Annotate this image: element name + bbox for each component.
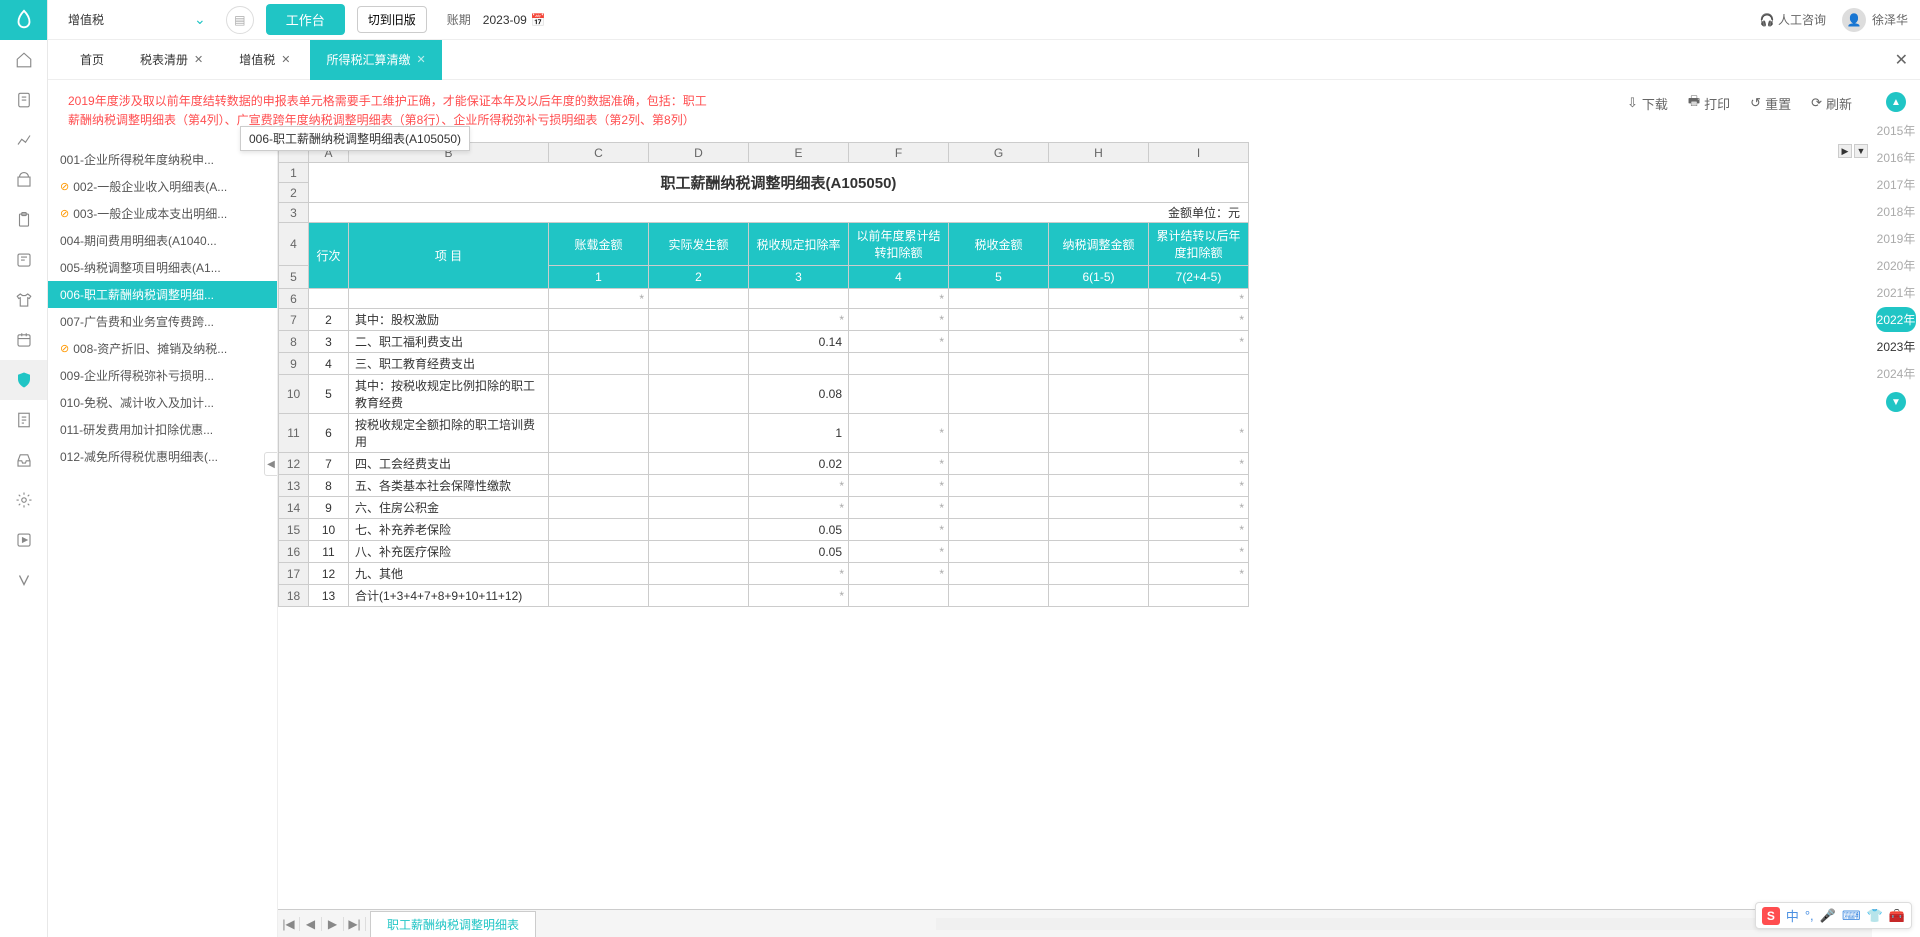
tab-close-icon[interactable]: ✕: [417, 53, 426, 66]
year-2020年[interactable]: 2020年: [1876, 253, 1916, 278]
nav-receipt-icon[interactable]: [0, 400, 47, 440]
nav-chart-icon[interactable]: [0, 120, 47, 160]
tree-item-8[interactable]: 009-企业所得税弥补亏损明...: [48, 362, 277, 389]
tax-type-label: 增值税: [68, 11, 104, 28]
tab-1[interactable]: 税表清册✕: [124, 40, 219, 80]
year-2023年[interactable]: 2023年: [1876, 334, 1916, 359]
ime-skin-icon[interactable]: 👕: [1867, 908, 1883, 924]
nav-doc-icon[interactable]: [0, 80, 47, 120]
chevron-down-icon: ⌄: [194, 11, 206, 28]
year-down-button[interactable]: ▼: [1886, 392, 1906, 412]
nav-clipboard-icon[interactable]: [0, 200, 47, 240]
sheet-menu-button[interactable]: ▼: [1854, 144, 1868, 158]
tree-item-3[interactable]: 004-期间费用明细表(A1040...: [48, 227, 277, 254]
year-up-button[interactable]: ▲: [1886, 92, 1906, 112]
nav-bag-icon[interactable]: [0, 160, 47, 200]
support-link[interactable]: 🎧 人工咨询: [1760, 11, 1826, 28]
ime-logo-icon: S: [1762, 907, 1780, 925]
year-2024年[interactable]: 2024年: [1876, 361, 1916, 386]
sheet-expand-button[interactable]: ▶: [1838, 144, 1852, 158]
year-sidebar: ▲ 2015年2016年2017年2018年2019年2020年2021年202…: [1872, 80, 1920, 937]
top-header: 增值税 ⌄ ▤ 工作台 切到旧版 账期 2023-09 📅 🎧 人工咨询 👤 徐…: [48, 0, 1920, 40]
sheet-tab[interactable]: 职工薪酬纳税调整明细表: [370, 911, 536, 937]
logo: [0, 0, 47, 40]
tab-0[interactable]: 首页: [64, 40, 120, 80]
period-picker[interactable]: 2023-09 📅: [483, 13, 546, 27]
tree-item-1[interactable]: 002-一般企业收入明细表(A...: [48, 173, 277, 200]
sheet-nav-last[interactable]: ▶|: [344, 917, 366, 931]
ime-punct-icon[interactable]: °,: [1805, 908, 1814, 923]
switch-old-button[interactable]: 切到旧版: [357, 6, 427, 33]
calendar-icon: 📅: [531, 13, 546, 27]
nav-book-icon[interactable]: [0, 240, 47, 280]
tree-item-10[interactable]: 011-研发费用加计扣除优惠...: [48, 416, 277, 443]
sheet-nav: |◀ ◀ ▶ ▶|: [278, 917, 366, 931]
tab-2[interactable]: 增值税✕: [223, 40, 306, 80]
sheet-hscroll[interactable]: [936, 918, 1872, 930]
year-2019年[interactable]: 2019年: [1876, 226, 1916, 251]
ime-mic-icon[interactable]: 🎤: [1820, 908, 1836, 924]
year-2015年[interactable]: 2015年: [1876, 118, 1916, 143]
ime-lang[interactable]: 中: [1786, 906, 1799, 925]
period-value: 2023-09: [483, 13, 527, 27]
nav-inbox-icon[interactable]: [0, 440, 47, 480]
tree-item-6[interactable]: 007-广告费和业务宣传费跨...: [48, 308, 277, 335]
warning-text: 2019年度涉及取以前年度结转数据的申报表单元格需要手工维护正确，才能保证本年及…: [68, 92, 708, 130]
sheet-nav-prev[interactable]: ◀: [300, 917, 322, 931]
tree-item-7[interactable]: 008-资产折旧、摊销及纳税...: [48, 335, 277, 362]
nav-home-icon[interactable]: [0, 40, 47, 80]
refresh-button[interactable]: ⟳ 刷新: [1811, 94, 1852, 113]
user-menu[interactable]: 👤 徐泽华: [1842, 8, 1908, 32]
tax-type-dropdown[interactable]: 增值税 ⌄: [60, 7, 214, 32]
year-2022年[interactable]: 2022年: [1876, 307, 1916, 332]
nav-v-icon[interactable]: [0, 560, 47, 600]
tabs: 首页税表清册✕增值税✕所得税汇算清缴✕✕: [48, 40, 1920, 80]
user-name: 徐泽华: [1872, 11, 1908, 28]
tab-close-icon[interactable]: ✕: [281, 53, 290, 66]
ime-keyboard-icon[interactable]: ⌨: [1842, 908, 1861, 924]
nav-shirt-icon[interactable]: [0, 280, 47, 320]
avatar-icon: 👤: [1842, 8, 1866, 32]
spreadsheet[interactable]: ABCDEFGHI1职工薪酬纳税调整明细表(A105050)23金额单位：元4行…: [278, 142, 1249, 607]
form-tree: 001-企业所得税年度纳税申...002-一般企业收入明细表(A...003-一…: [48, 142, 278, 937]
tab-close-icon[interactable]: ✕: [194, 53, 203, 66]
nav-calendar-icon[interactable]: [0, 320, 47, 360]
reset-button[interactable]: ↺ 重置: [1750, 94, 1791, 113]
tree-item-2[interactable]: 003-一般企业成本支出明细...: [48, 200, 277, 227]
nav-play-icon[interactable]: [0, 520, 47, 560]
circle-doc-button[interactable]: ▤: [226, 6, 254, 34]
tree-tooltip: 006-职工薪酬纳税调整明细表(A105050): [240, 142, 470, 151]
sheet-nav-next[interactable]: ▶: [322, 917, 344, 931]
tab-3[interactable]: 所得税汇算清缴✕: [310, 40, 441, 80]
nav-shield-icon[interactable]: [0, 360, 47, 400]
period-label: 账期: [447, 11, 471, 28]
tree-item-5[interactable]: 006-职工薪酬纳税调整明细...: [48, 281, 277, 308]
year-2021年[interactable]: 2021年: [1876, 280, 1916, 305]
ime-tool-icon[interactable]: 🧰: [1889, 908, 1905, 924]
print-button[interactable]: 🖶 打印: [1688, 92, 1730, 114]
year-2018年[interactable]: 2018年: [1876, 199, 1916, 224]
tree-collapse-button[interactable]: ◀: [264, 452, 278, 476]
tree-item-9[interactable]: 010-免税、减计收入及加计...: [48, 389, 277, 416]
nav-gear-icon[interactable]: [0, 480, 47, 520]
tree-item-11[interactable]: 012-减免所得税优惠明细表(...: [48, 443, 277, 470]
download-button[interactable]: ⇩ 下载: [1627, 94, 1668, 113]
icon-sidebar: [0, 0, 48, 937]
tabs-close-all[interactable]: ✕: [1895, 50, 1908, 70]
ime-toolbar[interactable]: S 中 °, 🎤 ⌨ 👕 🧰: [1755, 902, 1912, 929]
year-2016年[interactable]: 2016年: [1876, 145, 1916, 170]
year-2017年[interactable]: 2017年: [1876, 172, 1916, 197]
tree-item-4[interactable]: 005-纳税调整项目明细表(A1...: [48, 254, 277, 281]
sheet-nav-first[interactable]: |◀: [278, 917, 300, 931]
workspace-button[interactable]: 工作台: [266, 4, 345, 35]
